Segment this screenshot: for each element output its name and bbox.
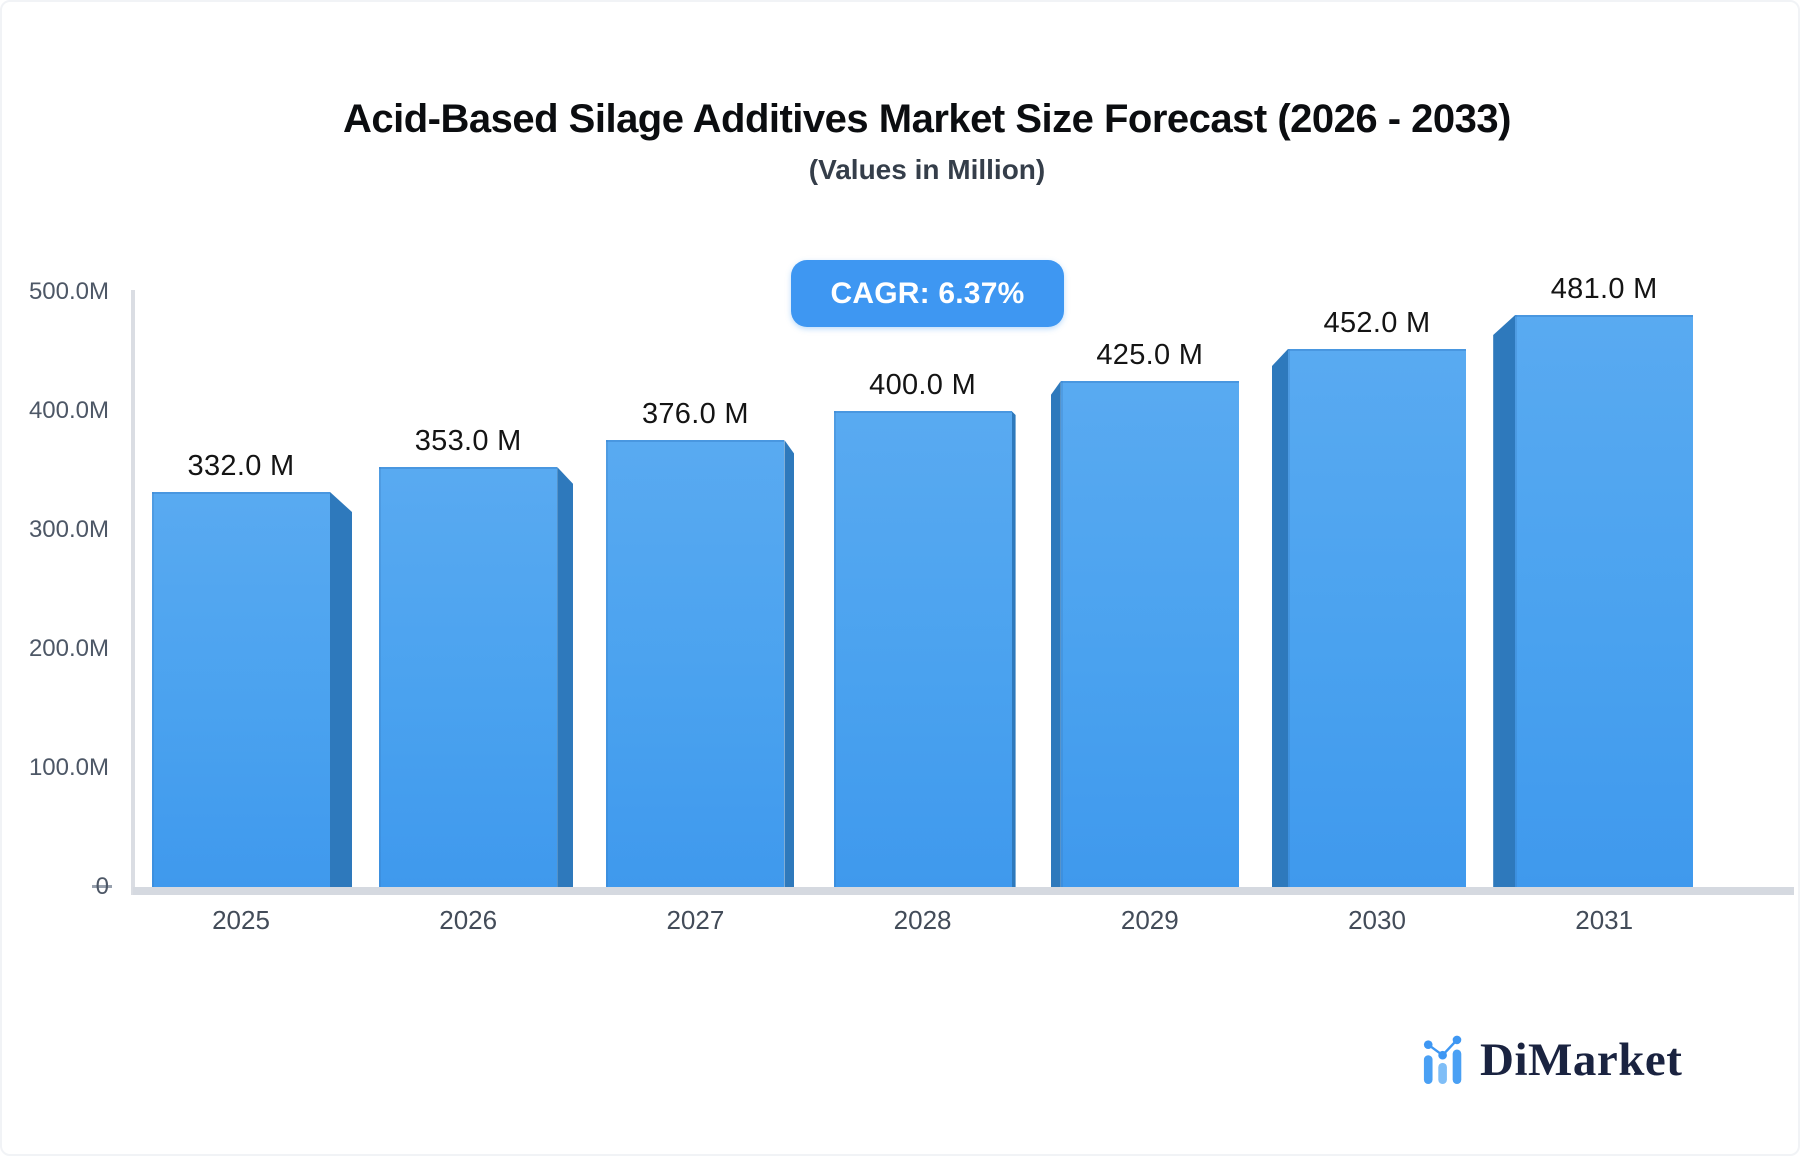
x-axis-label-2030: 2030	[1348, 905, 1406, 935]
bar-value-label-2030: 452.0 M	[1323, 307, 1431, 339]
y-axis-tick-label: 300.0M	[28, 516, 109, 543]
y-axis-tick-label: 200.0M	[28, 635, 109, 662]
bar-2026[interactable]	[379, 467, 558, 887]
bar-2029[interactable]	[1060, 381, 1239, 887]
x-axis-label-2027: 2027	[666, 905, 725, 935]
mini-bar-chart-icon	[1423, 1035, 1462, 1084]
bar-side-face-2026	[557, 467, 574, 887]
bar-2031[interactable]	[1515, 315, 1694, 887]
bar-value-label-2029: 425.0 M	[1096, 339, 1204, 371]
y-axis-tick-label: 400.0M	[28, 397, 109, 424]
bar-value-label-2028: 400.0 M	[869, 369, 977, 401]
bar-2030[interactable]	[1288, 349, 1466, 887]
y-axis-tick-label: 100.0M	[28, 754, 109, 781]
x-axis-label-2028: 2028	[893, 905, 952, 935]
bar-value-label-2026: 353.0 M	[414, 425, 522, 457]
x-axis-label-2029: 2029	[1120, 905, 1179, 935]
bar-2027[interactable]	[606, 440, 785, 887]
bar-side-face-2029	[1050, 381, 1061, 887]
x-axis-label-2026: 2026	[439, 905, 498, 935]
bar-value-label-2031: 481.0 M	[1550, 273, 1658, 305]
y-axis-tick-label: 500.0M	[28, 278, 109, 305]
bar-value-label-2025: 332.0 M	[187, 450, 295, 482]
x-axis-baseline	[133, 887, 1794, 895]
bar-side-face-2025	[330, 492, 352, 887]
bar-2025[interactable]	[152, 492, 330, 887]
bar-side-face-2031	[1493, 315, 1516, 887]
cagr-badge-label: CAGR: 6.37%	[830, 276, 1025, 310]
y-axis-tick-label: 0	[95, 873, 109, 900]
bar-2028[interactable]	[833, 411, 1012, 887]
dimarket-logo: DiMarket	[1422, 1032, 1682, 1088]
zero-tick-mark	[92, 885, 112, 888]
bar-side-face-2030	[1272, 349, 1288, 887]
chart-title: Acid-Based Silage Additives Market Size …	[342, 97, 1512, 141]
chart-header: Acid-Based Silage Additives Market Size …	[52, 2, 1800, 186]
x-axis-label-2031: 2031	[1575, 905, 1634, 935]
dimarket-logo-text: DiMarket	[1480, 1034, 1683, 1086]
chart-subtitle: (Values in Million)	[808, 154, 1046, 185]
x-axis-label-2025: 2025	[212, 905, 270, 935]
bar-value-label-2027: 376.0 M	[641, 398, 749, 430]
cagr-badge: CAGR: 6.37%	[791, 260, 1064, 327]
bar-side-face-2027	[784, 440, 795, 887]
y-axis-line	[131, 290, 135, 895]
bar-side-face-2028	[1011, 411, 1016, 887]
